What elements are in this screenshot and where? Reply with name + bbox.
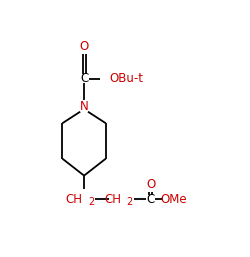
Text: 2: 2 <box>88 197 94 207</box>
Text: 2: 2 <box>126 197 132 207</box>
Text: C: C <box>146 193 154 206</box>
Text: O: O <box>79 40 88 53</box>
Text: N: N <box>80 100 88 113</box>
Text: CH: CH <box>104 193 121 206</box>
Text: CH: CH <box>65 193 82 206</box>
Text: OBu-t: OBu-t <box>109 72 143 85</box>
Text: OMe: OMe <box>160 193 186 206</box>
Text: O: O <box>146 178 155 191</box>
Text: C: C <box>80 72 88 85</box>
